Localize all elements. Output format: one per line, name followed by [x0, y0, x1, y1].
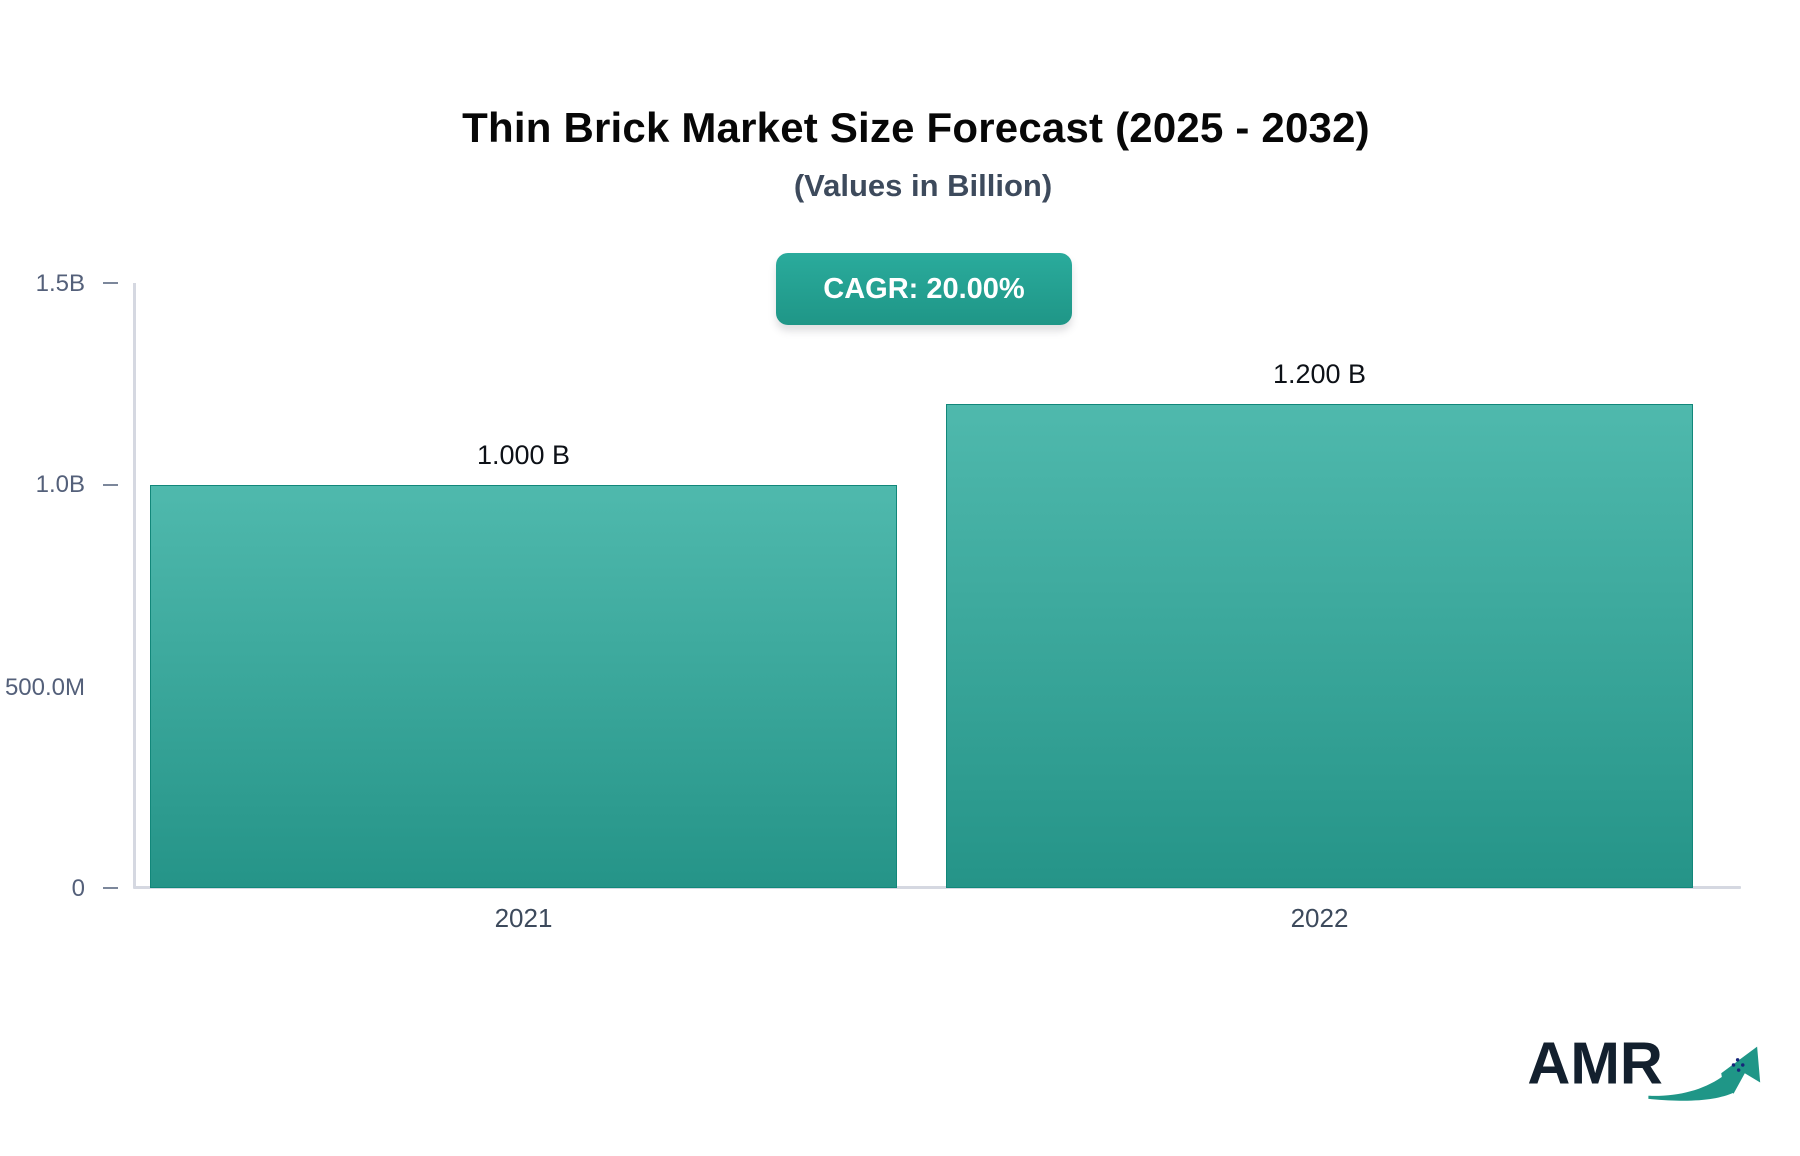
- svg-text:AMR: AMR: [1527, 1029, 1662, 1096]
